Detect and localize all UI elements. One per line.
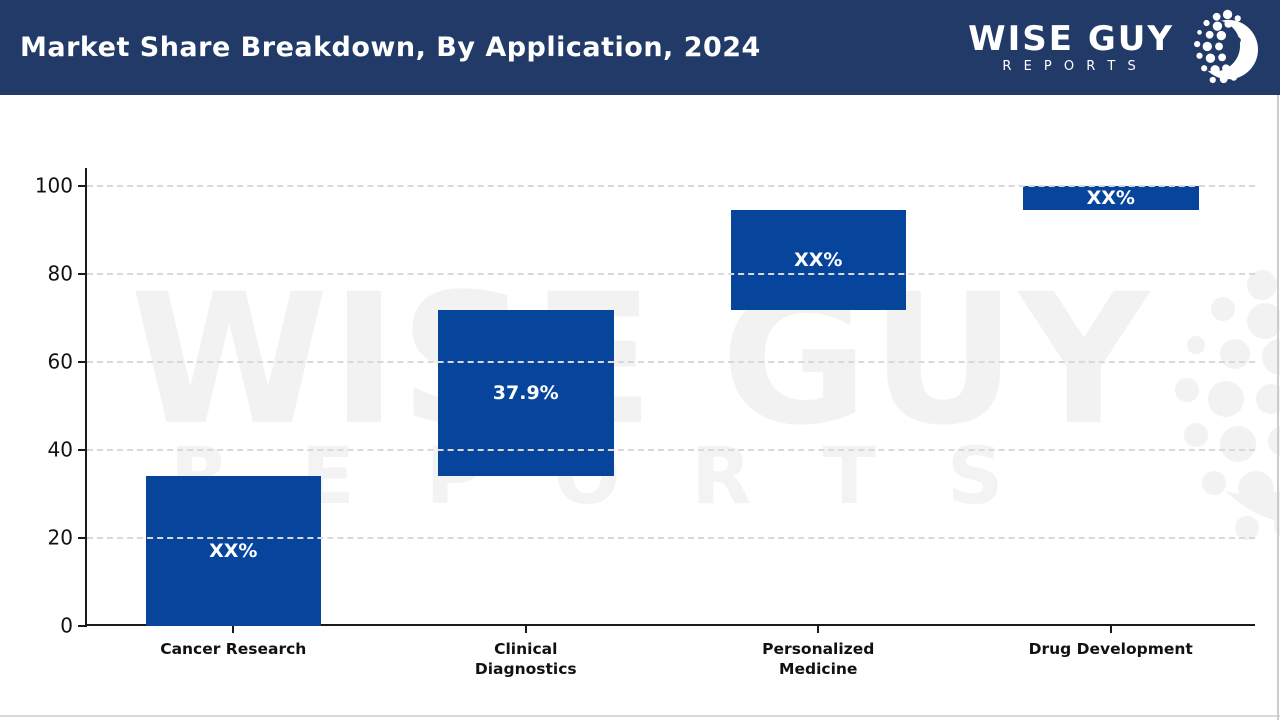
y-tick-label: 80 <box>47 261 73 286</box>
y-tick-label: 40 <box>47 437 73 462</box>
logo-tagline: R E P O R T S <box>1002 58 1140 74</box>
bar-value-label: XX% <box>1086 187 1135 210</box>
x-category-label: Drug Development <box>1028 640 1193 658</box>
bar-value-label: XX% <box>794 248 843 271</box>
bar-segment: 37.9% <box>438 309 614 477</box>
wiseguy-face-icon <box>1188 9 1258 83</box>
y-tick-label: 0 <box>60 613 73 638</box>
x-tick-mark <box>817 624 820 633</box>
y-tick-label: 60 <box>47 349 73 374</box>
right-edge-divider <box>1277 95 1279 720</box>
bar-segment: XX% <box>1023 186 1199 211</box>
bar-segment: XX% <box>145 476 321 626</box>
y-tick-label: 20 <box>47 525 73 550</box>
y-tick-mark <box>78 449 87 451</box>
gridline <box>87 449 1255 451</box>
y-tick-mark <box>78 185 87 187</box>
y-tick-mark <box>78 625 87 627</box>
bar-value-label: 37.9% <box>492 382 559 404</box>
x-tick-mark <box>1109 624 1112 633</box>
page-title: Market Share Breakdown, By Application, … <box>20 32 761 63</box>
bar-value-label: XX% <box>209 540 258 563</box>
logo-text: WISE GUY R E P O R T S <box>968 22 1174 74</box>
y-tick-mark <box>78 537 87 539</box>
plot-area: XX% 37.9% XX% XX% 0 20 40 60 80 100 Cancer Researc… <box>35 168 1255 678</box>
x-category-label: Cancer Research <box>160 640 307 658</box>
header-bar: Market Share Breakdown, By Application, … <box>0 0 1280 95</box>
x-category-label: Clinical Diagnostics <box>474 640 577 679</box>
gridline <box>87 537 1255 539</box>
logo-name: WISE GUY <box>968 18 1174 59</box>
y-tick-mark <box>78 273 87 275</box>
bottom-edge-divider <box>0 715 1280 717</box>
x-category-label: Personalized Medicine <box>762 640 875 679</box>
gridline <box>87 273 1255 275</box>
wiseguy-logo: WISE GUY R E P O R T S <box>968 7 1258 89</box>
gridline <box>87 361 1255 363</box>
bar-segment: XX% <box>730 210 906 310</box>
y-tick-mark <box>78 361 87 363</box>
x-tick-mark <box>524 624 527 633</box>
y-tick-label: 100 <box>34 173 73 198</box>
x-tick-mark <box>232 624 235 633</box>
gridline <box>87 185 1255 187</box>
